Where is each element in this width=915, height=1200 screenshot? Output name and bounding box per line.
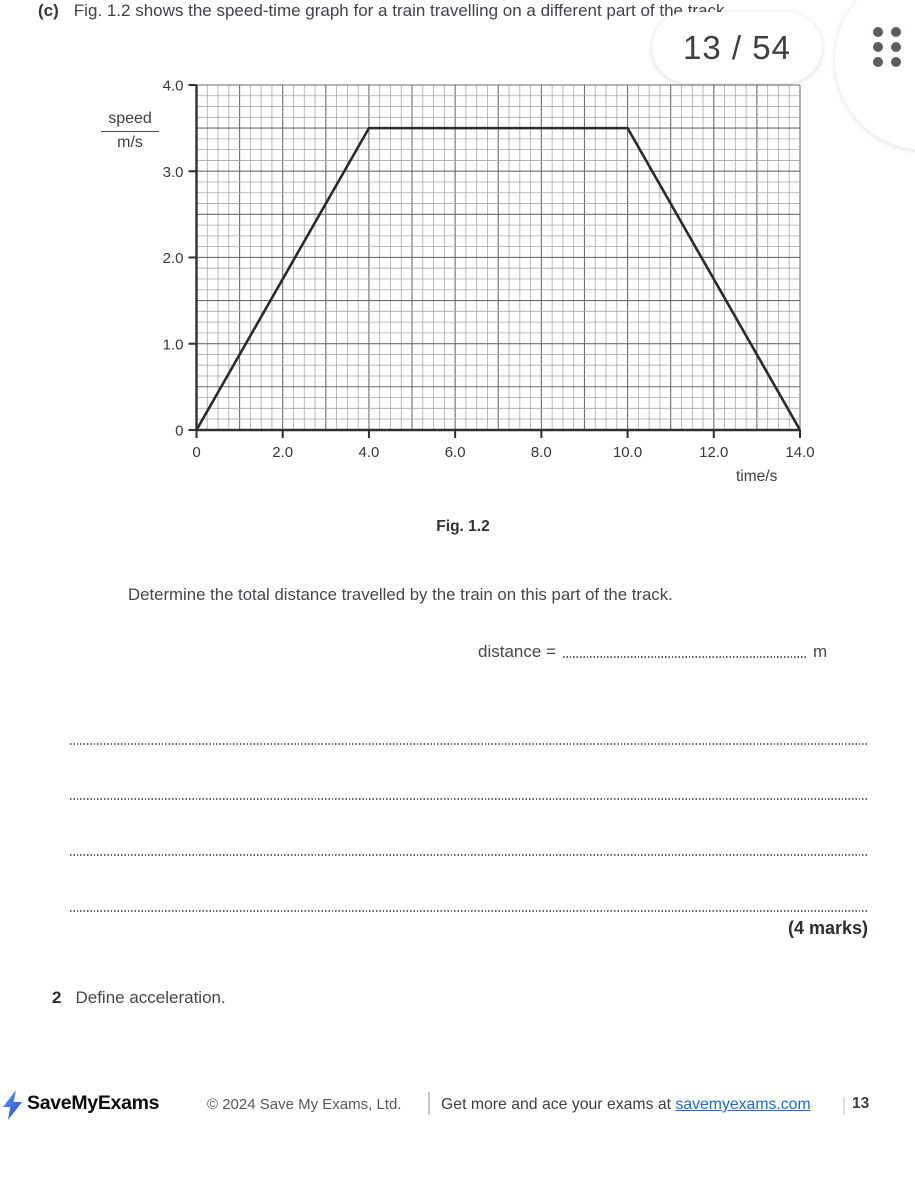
- dot: [873, 27, 883, 37]
- x-tick-label: 12.0: [699, 444, 728, 461]
- y-tick-label: 3.0: [163, 164, 184, 181]
- answer-line[interactable]: [70, 910, 867, 912]
- speed-time-curve: [195, 126, 802, 431]
- task-prompt: Determine the total distance travelled b…: [128, 585, 673, 604]
- answer-line[interactable]: [70, 743, 867, 745]
- savemyexams-link[interactable]: savemyexams.com: [675, 1096, 811, 1113]
- answer-unit: m: [812, 642, 828, 661]
- distance-answer-row: distance = m: [478, 642, 827, 662]
- page-indicator[interactable]: 13 / 54: [652, 12, 822, 83]
- x-axis-label: time/s: [736, 468, 778, 485]
- dot: [873, 42, 883, 52]
- brand-logotype: SaveMyExams: [27, 1092, 160, 1114]
- savemyexams-bolt-icon: [3, 1090, 22, 1120]
- question-2-number: 2: [52, 988, 62, 1007]
- y-tick-label: 2.0: [163, 250, 184, 267]
- y-tick-label: 0: [175, 423, 183, 440]
- question-c-text: Fig. 1.2 shows the speed-time graph for …: [73, 1, 730, 20]
- speed-time-graph: 0 1.0 2.0 3.0 4.0 0 2.0 4.0 6.0 8.0 10.0 12.0 14.0: [163, 78, 815, 462]
- question-c-label: (c): [38, 1, 59, 20]
- x-tick-label: 14.0: [785, 444, 814, 461]
- x-tick-label: 8.0: [531, 444, 552, 461]
- x-tick-label: 2.0: [272, 444, 293, 461]
- y-axis-label-denominator: m/s: [117, 133, 143, 151]
- footer-divider: [843, 1097, 845, 1114]
- footer-divider: [428, 1092, 430, 1115]
- x-tick-label: 4.0: [358, 444, 379, 461]
- y-tick-label: 1.0: [163, 336, 184, 353]
- x-tick-label: 6.0: [445, 444, 466, 461]
- dot: [891, 57, 901, 67]
- answer-line[interactable]: [70, 854, 867, 856]
- footer-page-number: 13: [852, 1095, 870, 1112]
- x-tick-label: 0: [192, 444, 200, 461]
- footer-promo: Get more and ace your exams at savemyexa…: [441, 1096, 811, 1114]
- promo-text: Get more and ace your exams at: [441, 1096, 676, 1113]
- answer-dotted-field[interactable]: [562, 656, 806, 658]
- figure-caption: Fig. 1.2: [436, 518, 490, 535]
- dot: [873, 57, 883, 67]
- dot: [891, 42, 901, 52]
- question-2: 2 Define acceleration.: [52, 988, 226, 1008]
- question-2-text: Define acceleration.: [75, 988, 226, 1007]
- apps-grid-icon[interactable]: [873, 27, 901, 67]
- answer-prefix: distance =: [478, 642, 556, 661]
- marks-badge: (4 marks): [787, 918, 868, 938]
- dot: [891, 27, 901, 37]
- y-axis-label-numerator: speed: [101, 109, 159, 132]
- x-tick-label: 10.0: [613, 444, 642, 461]
- copyright-text: © 2024 Save My Exams, Ltd.: [207, 1096, 402, 1113]
- answer-line[interactable]: [70, 798, 867, 800]
- question-c-line: (c) Fig. 1.2 shows the speed-time graph f…: [38, 1, 729, 21]
- y-axis-label: speed m/s: [101, 109, 159, 154]
- y-tick-label: 4.0: [163, 78, 184, 95]
